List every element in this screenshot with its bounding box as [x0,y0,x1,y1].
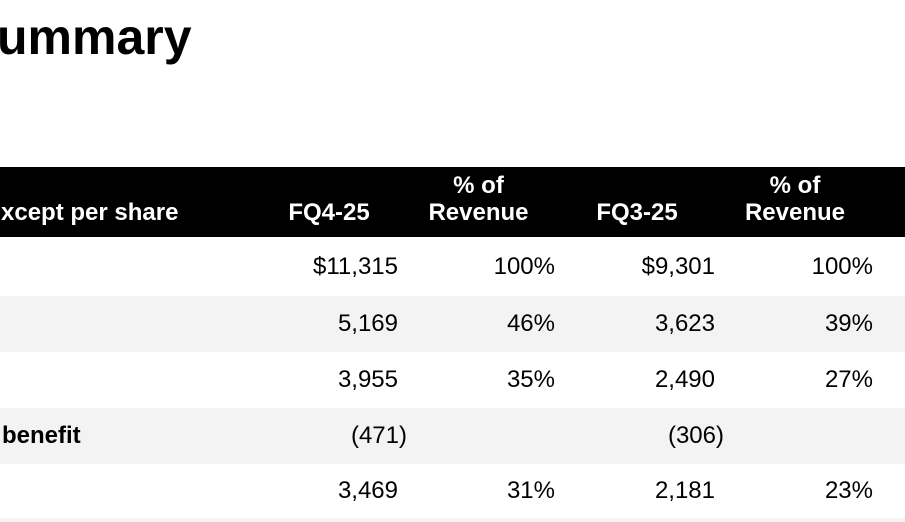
row-label [0,352,258,408]
value-text: (471) [350,422,407,449]
value-text: 39% [824,310,873,337]
row-label [0,464,258,518]
cell-fq4-pct: 31% [400,464,557,518]
cell-fq4-value: (471) [258,408,407,464]
row-label [0,237,258,296]
row-label: benefit [2,422,81,449]
value-text: 31% [506,477,555,504]
value-text: 35% [506,366,555,393]
value-text: 3,955 [337,366,398,393]
header-fq4-25: FQ4-25 [288,199,370,227]
value-text: $11,315 [313,252,398,280]
value-text: 5,169 [337,310,398,337]
table-header-row: xcept per share FQ4-25 % of Revenue FQ3-… [0,167,905,237]
partial-row-strip [0,518,905,522]
header-pct-revenue-fq4: % of Revenue [428,172,529,227]
cell-fq4-pct [400,408,557,464]
table-row-partial [0,518,905,522]
value-text: 100% [811,252,873,280]
value-text: 2,181 [654,477,715,504]
value-text: 46% [506,310,555,337]
cell-fq4-value: 3,955 [258,352,400,408]
financial-summary-table: xcept per share FQ4-25 % of Revenue FQ3-… [0,167,905,522]
cell-fq3-value: 2,181 [557,464,717,518]
header-pct-revenue-fq3: % of Revenue [744,172,846,227]
cell-fq4-value: 3,469 [258,464,400,518]
cell-fq3-value: 2,490 [557,352,717,408]
value-text: 27% [824,366,873,393]
cell-fq4-pct: 35% [400,352,557,408]
table-row: 3,469 31% 2,181 23% [0,464,905,518]
cell-fq3-pct: 23% [717,464,905,518]
cell-fq3-value: $9,301 [557,237,717,296]
cell-fq4-pct: 46% [400,296,557,352]
table-row: 3,955 35% 2,490 27% [0,352,905,408]
table-row: 5,169 46% 3,623 39% [0,296,905,352]
cell-fq3-value: (306) [557,408,724,464]
header-fq3-25: FQ3-25 [596,199,678,227]
table-row: $11,315 100% $9,301 100% [0,237,905,296]
cell-fq3-pct: 100% [717,237,905,296]
cell-fq3-pct [717,408,905,464]
value-text: 23% [824,477,873,504]
cell-fq4-value: 5,169 [258,296,400,352]
table-row: benefit (471) (306) [0,408,905,464]
cell-fq4-pct: 100% [400,237,557,296]
value-text: (306) [667,422,724,449]
cell-fq3-pct: 39% [717,296,905,352]
cell-fq3-value: 3,623 [557,296,717,352]
value-text: 3,623 [654,310,715,337]
row-label [0,296,258,352]
value-text: 100% [493,252,555,280]
value-text: 3,469 [337,477,398,504]
value-text: $9,301 [641,252,715,280]
header-label-column: xcept per share [1,199,179,227]
value-text: 2,490 [654,366,715,393]
cell-fq3-pct: 27% [717,352,905,408]
page-title: ummary [0,9,192,65]
cell-fq4-value: $11,315 [258,237,400,296]
